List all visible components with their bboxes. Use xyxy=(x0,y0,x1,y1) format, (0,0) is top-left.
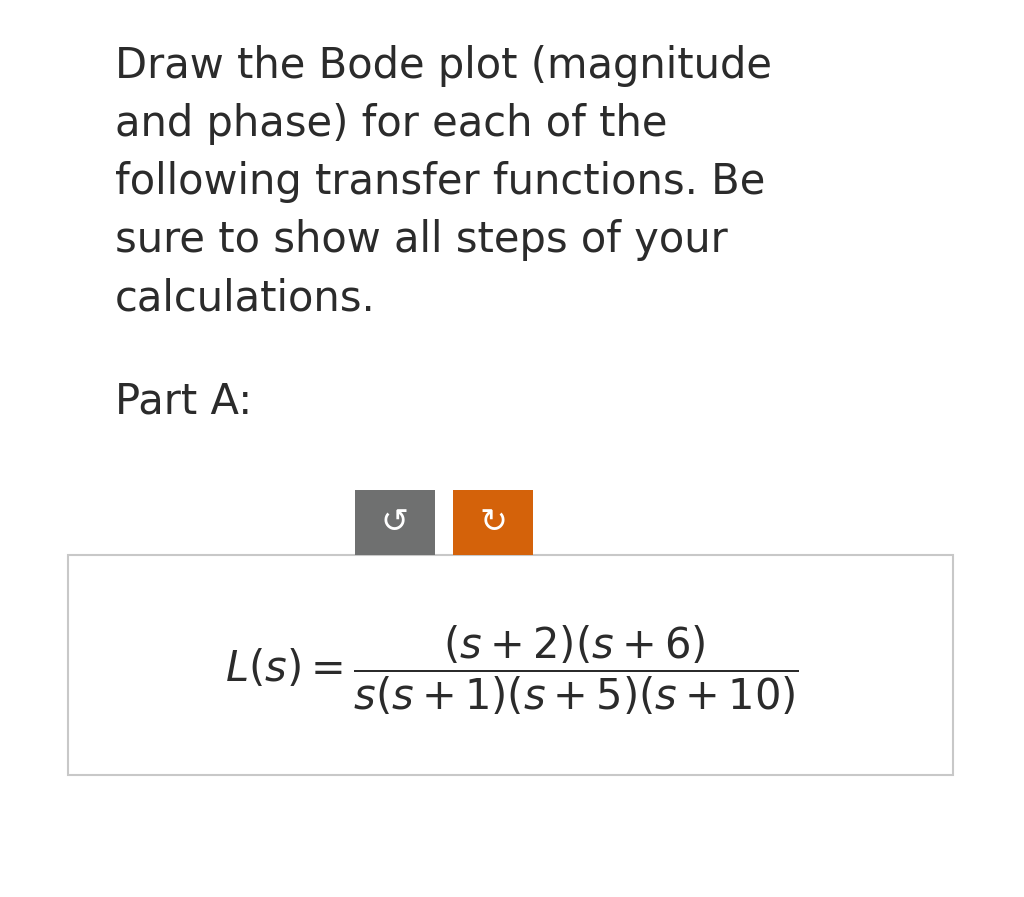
Text: and phase) for each of the: and phase) for each of the xyxy=(115,103,668,145)
Text: sure to show all steps of your: sure to show all steps of your xyxy=(115,219,728,261)
Text: ↺: ↺ xyxy=(381,506,409,539)
Text: Draw the Bode plot (magnitude: Draw the Bode plot (magnitude xyxy=(115,45,772,87)
Text: calculations.: calculations. xyxy=(115,277,376,319)
Text: following transfer functions. Be: following transfer functions. Be xyxy=(115,161,765,203)
Text: Part A:: Part A: xyxy=(115,380,252,422)
Bar xyxy=(68,555,953,775)
Bar xyxy=(355,490,435,555)
Text: $L(s) = \dfrac{(s+2)(s+6)}{s(s+1)(s+5)(s+10)}$: $L(s) = \dfrac{(s+2)(s+6)}{s(s+1)(s+5)(s… xyxy=(225,623,799,717)
Text: ↻: ↻ xyxy=(479,506,507,539)
Bar xyxy=(453,490,534,555)
